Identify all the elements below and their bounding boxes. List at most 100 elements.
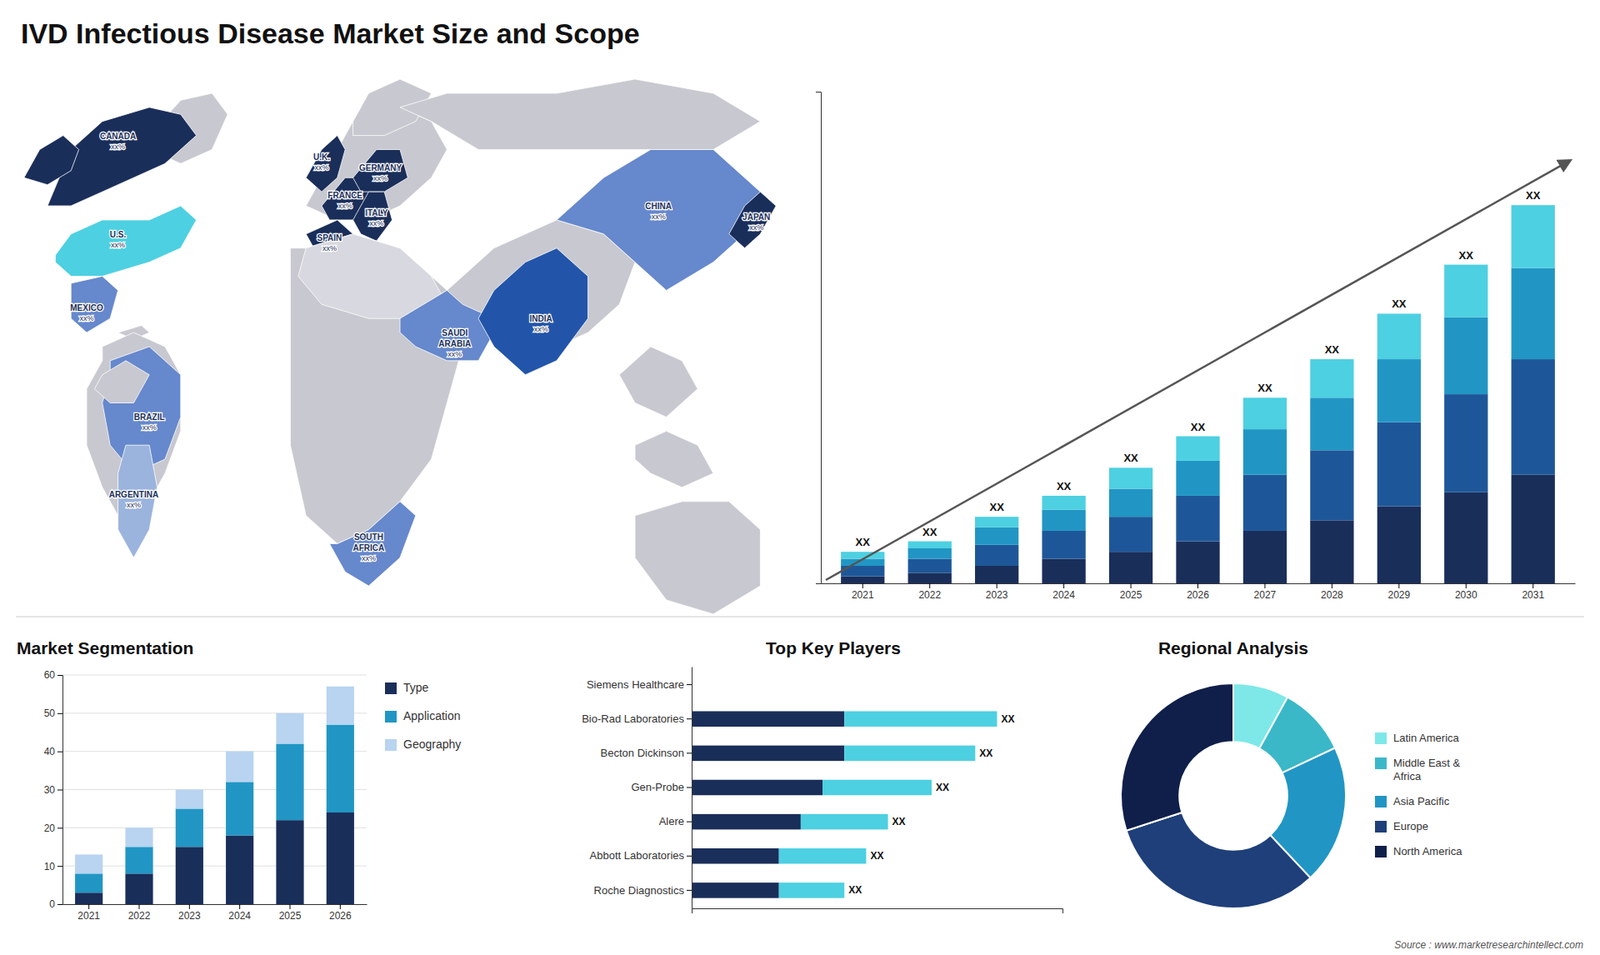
- tick-label: 20: [44, 822, 56, 835]
- bar: [1041, 510, 1085, 531]
- legend-swatch: [1375, 757, 1387, 770]
- bar: [1310, 359, 1354, 398]
- tick-label: 10: [44, 860, 56, 873]
- bar: [844, 710, 997, 727]
- data-label: XX: [848, 884, 862, 896]
- country-value: xx%: [369, 219, 384, 228]
- tick-label: 2030: [1455, 589, 1478, 601]
- map-shapes: [24, 79, 776, 615]
- tick-label: Alere: [659, 815, 685, 828]
- tick: 2027: [1254, 583, 1277, 601]
- tick-mark: [57, 827, 63, 829]
- bar: [1511, 359, 1555, 475]
- bar: [175, 790, 204, 810]
- bar: [1444, 492, 1488, 584]
- tick: 2021: [77, 904, 100, 922]
- bar: [1377, 506, 1421, 584]
- country-value: xx%: [373, 174, 388, 183]
- tick: 20: [44, 822, 63, 835]
- tick: 2025: [279, 904, 302, 922]
- tick-label: 2025: [1120, 589, 1143, 601]
- legend-label: Application: [403, 709, 461, 723]
- tick-label: 2031: [1521, 589, 1545, 601]
- tick-mark: [1063, 583, 1065, 589]
- bar: [225, 835, 254, 905]
- legend-swatch: [385, 682, 397, 695]
- text-line: Middle East &: [1393, 756, 1461, 770]
- axis: 202120222023202420252026: [63, 904, 368, 922]
- bar: [975, 545, 1019, 566]
- bar: [1109, 516, 1153, 552]
- bar: [1041, 530, 1085, 560]
- legend-swatch: [385, 739, 397, 751]
- bar-chart: XXXXXXXXXXXXRoche DiagnosticsAbbott Labo…: [581, 667, 1063, 915]
- bar: [125, 873, 153, 905]
- country-label: BRAZIL: [134, 412, 165, 422]
- tick: 2022: [918, 583, 941, 601]
- axis: 0102030405060: [44, 669, 64, 910]
- tick: Alere: [659, 815, 692, 828]
- text-line: BRAZIL: [134, 412, 165, 422]
- series: [75, 686, 355, 875]
- legend: Latin AmericaMiddle East &AfricaAsia Pac…: [1375, 731, 1463, 858]
- text-line: SAUDI: [441, 328, 468, 338]
- tick: 2022: [128, 904, 151, 922]
- bar: [691, 848, 780, 865]
- land: [635, 430, 714, 488]
- tick-mark: [686, 821, 692, 823]
- tick-mark: [1465, 583, 1467, 589]
- tick: 2025: [1120, 583, 1143, 601]
- bar: [691, 882, 780, 899]
- tick: 30: [44, 784, 63, 796]
- bar: [908, 541, 952, 549]
- bar: [1243, 530, 1287, 584]
- series: [691, 710, 845, 898]
- tick: 2026: [1186, 583, 1210, 601]
- tick-mark: [1532, 583, 1534, 589]
- plot-area: [1120, 683, 1346, 909]
- legend-label: Type: [403, 680, 430, 695]
- tick-mark: [686, 718, 692, 720]
- tick-label: 2021: [851, 589, 875, 601]
- bar: [1310, 397, 1354, 450]
- country-label: SPAIN: [316, 233, 342, 243]
- text-line: U.K.: [313, 151, 330, 161]
- axis: Roche DiagnosticsAbbott LaboratoriesAler…: [581, 667, 692, 910]
- grid-line: [62, 827, 367, 829]
- data-label: XX: [979, 747, 993, 760]
- bar: [1041, 495, 1085, 510]
- tick-label: 2022: [918, 589, 941, 601]
- country-label: MEXICO: [70, 303, 104, 313]
- legend-item: Middle East &Africa: [1375, 756, 1461, 783]
- legend-label: Europe: [1393, 820, 1429, 833]
- bar: [1041, 559, 1085, 584]
- tick-mark: [189, 904, 190, 910]
- country-value: xx%: [322, 244, 337, 253]
- text-line: MEXICO: [70, 303, 104, 313]
- data-label: XX: [1391, 297, 1407, 310]
- tick-label: Becton Dickinson: [600, 746, 685, 760]
- tick-mark: [239, 904, 240, 910]
- bar: [175, 846, 204, 905]
- data-label: XX: [1190, 420, 1206, 434]
- bar: [225, 781, 254, 835]
- country-label: INDIA: [530, 314, 553, 324]
- bar: [75, 892, 103, 905]
- tick-mark: [996, 583, 998, 589]
- tick-label: Roche Diagnostics: [594, 884, 685, 897]
- slice: [1126, 812, 1311, 909]
- land: [619, 346, 698, 417]
- country-label: SAUDIARABIA: [438, 328, 471, 349]
- country: [556, 149, 760, 290]
- country-value: xx%: [651, 212, 666, 221]
- bar: [1243, 429, 1287, 475]
- tick-mark: [1130, 583, 1132, 589]
- bar: [225, 751, 254, 783]
- tick-mark: [57, 675, 63, 676]
- text-line: GERMANY: [359, 162, 402, 172]
- axis-line: [63, 904, 368, 905]
- data-label: XX: [870, 850, 884, 862]
- tick: 2021: [851, 583, 875, 601]
- tick-mark: [289, 904, 290, 910]
- legend-label: Middle East &Africa: [1393, 756, 1461, 783]
